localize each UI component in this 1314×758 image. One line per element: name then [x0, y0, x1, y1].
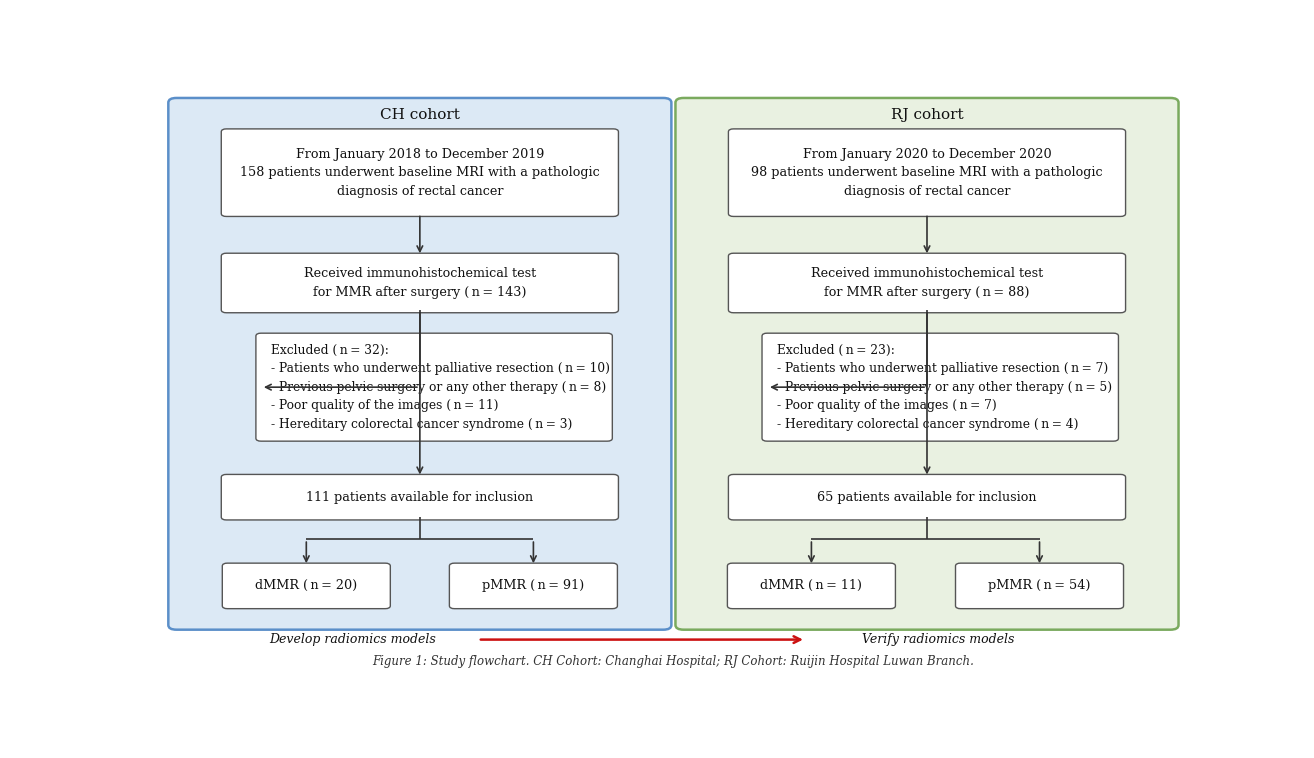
Text: Verify radiomics models: Verify radiomics models	[862, 633, 1014, 646]
Text: Develop radiomics models: Develop radiomics models	[269, 633, 436, 646]
FancyBboxPatch shape	[222, 563, 390, 609]
Text: Received immunohistochemical test
for MMR after surgery ( n = 143): Received immunohistochemical test for MM…	[304, 268, 536, 299]
FancyBboxPatch shape	[728, 129, 1126, 217]
FancyBboxPatch shape	[675, 98, 1179, 630]
FancyBboxPatch shape	[728, 563, 895, 609]
FancyBboxPatch shape	[256, 334, 612, 441]
Text: From January 2020 to December 2020
98 patients underwent baseline MRI with a pat: From January 2020 to December 2020 98 pa…	[752, 148, 1102, 198]
Text: Received immunohistochemical test
for MMR after surgery ( n = 88): Received immunohistochemical test for MM…	[811, 268, 1043, 299]
Text: 65 patients available for inclusion: 65 patients available for inclusion	[817, 490, 1037, 503]
FancyBboxPatch shape	[762, 334, 1118, 441]
FancyBboxPatch shape	[221, 253, 619, 313]
Text: dMMR ( n = 20): dMMR ( n = 20)	[255, 579, 357, 593]
FancyBboxPatch shape	[221, 475, 619, 520]
Text: From January 2018 to December 2019
158 patients underwent baseline MRI with a pa: From January 2018 to December 2019 158 p…	[240, 148, 599, 198]
FancyBboxPatch shape	[728, 253, 1126, 313]
Text: RJ cohort: RJ cohort	[891, 108, 963, 123]
FancyBboxPatch shape	[955, 563, 1123, 609]
Text: pMMR ( n = 91): pMMR ( n = 91)	[482, 579, 585, 593]
FancyBboxPatch shape	[728, 475, 1126, 520]
FancyBboxPatch shape	[168, 98, 671, 630]
Text: pMMR ( n = 54): pMMR ( n = 54)	[988, 579, 1091, 593]
Text: Figure 1: Study flowchart. CH Cohort: Changhai Hospital; RJ Cohort: Ruijin Hospi: Figure 1: Study flowchart. CH Cohort: Ch…	[372, 655, 975, 669]
Text: Excluded ( n = 32):
- Patients who underwent palliative resection ( n = 10)
- Pr: Excluded ( n = 32): - Patients who under…	[271, 343, 610, 431]
Text: dMMR ( n = 11): dMMR ( n = 11)	[761, 579, 862, 593]
FancyBboxPatch shape	[221, 129, 619, 217]
FancyBboxPatch shape	[449, 563, 618, 609]
Text: Excluded ( n = 23):
- Patients who underwent palliative resection ( n = 7)
- Pre: Excluded ( n = 23): - Patients who under…	[778, 343, 1113, 431]
Text: CH cohort: CH cohort	[380, 108, 460, 123]
Text: 111 patients available for inclusion: 111 patients available for inclusion	[306, 490, 533, 503]
